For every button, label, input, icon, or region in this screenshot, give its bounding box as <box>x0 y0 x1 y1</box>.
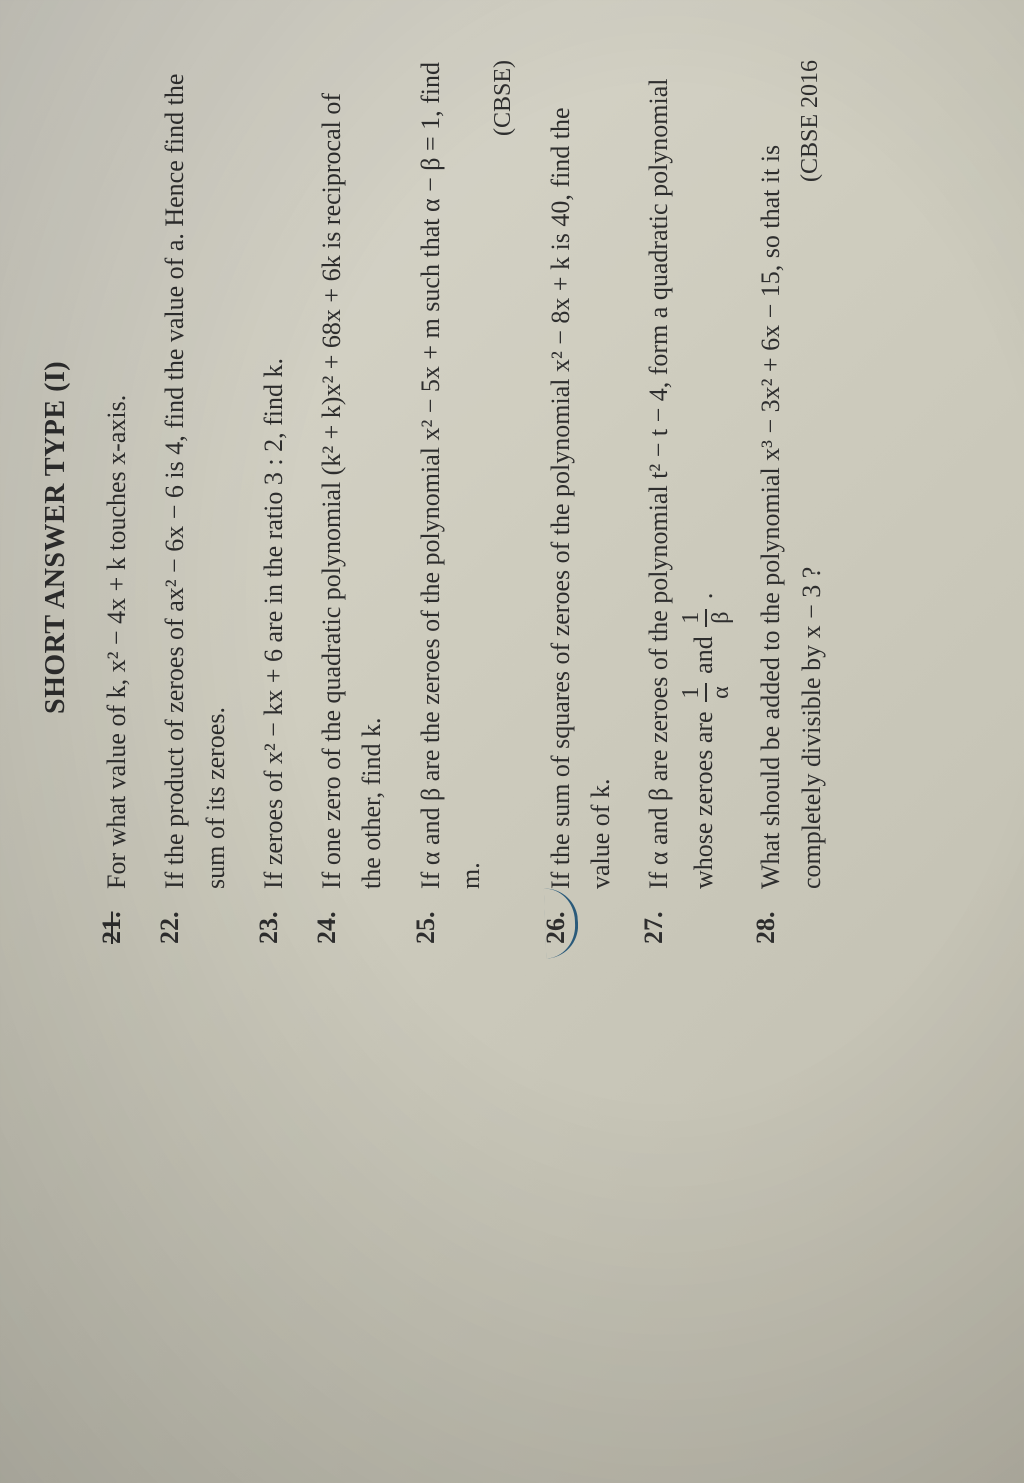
question-number: 23. <box>254 889 284 944</box>
question-number: 27. <box>639 889 669 944</box>
question-text-and: and <box>689 630 718 674</box>
question-text: If α and β are zeroes of the polynomial … <box>639 60 733 889</box>
question-27: 27. If α and β are zeroes of the polynom… <box>639 60 733 944</box>
question-number: 24. <box>312 889 342 944</box>
question-21: 21. For what value of k, x² − 4x + k tou… <box>97 60 137 944</box>
question-text: If the sum of squares of zeroes of the p… <box>541 60 622 889</box>
question-number: 28. <box>751 889 781 944</box>
source-tag: (CBSE) <box>485 60 522 889</box>
question-text: For what value of k, x² − 4x + k touches… <box>97 60 137 889</box>
question-number: 22. <box>155 889 185 944</box>
question-text: If α and β are the zeroes of the polynom… <box>411 60 523 889</box>
fraction-one-over-alpha: 1 α <box>679 683 733 702</box>
question-28: 28. What should be added to the polynomi… <box>751 60 832 944</box>
fraction-denominator: α <box>707 683 733 702</box>
fraction-one-over-beta: 1 β <box>679 609 733 627</box>
fraction-numerator: 1 <box>679 609 707 627</box>
section-header: SHORT ANSWER TYPE (I) <box>40 60 72 714</box>
question-23: 23. If zeroes of x² − kx + 6 are in the … <box>254 60 294 944</box>
question-22: 22. If the product of zeroes of ax² − 6x… <box>155 60 236 944</box>
page-content: SHORT ANSWER TYPE (I) 21. For what value… <box>0 0 1024 1024</box>
source-tag: (CBSE 2016 <box>792 60 829 182</box>
question-text: If one zero of the quadratic polynomial … <box>312 60 393 889</box>
question-number: 21. <box>97 889 127 944</box>
question-24: 24. If one zero of the quadratic polynom… <box>312 60 393 944</box>
question-text: If zeroes of x² − kx + 6 are in the rati… <box>254 60 294 889</box>
question-text-main: What should be added to the polynomial x… <box>756 145 825 889</box>
question-text-main: If α and β are the zeroes of the polynom… <box>416 62 485 889</box>
question-number: 26. <box>541 889 571 944</box>
question-number: 25. <box>411 889 441 944</box>
question-25: 25. If α and β are the zeroes of the pol… <box>411 60 523 944</box>
fraction-numerator: 1 <box>679 683 707 702</box>
fraction-denominator: β <box>707 609 733 627</box>
question-text-line2a: whose zeroes are <box>689 705 718 889</box>
question-text: What should be added to the polynomial x… <box>751 60 832 889</box>
question-text: If the product of zeroes of ax² − 6x − 6… <box>155 60 236 889</box>
question-26: 26. If the sum of squares of zeroes of t… <box>541 60 622 944</box>
question-text-period: . <box>689 593 718 600</box>
question-text-line1: If α and β are zeroes of the polynomial … <box>644 78 673 889</box>
